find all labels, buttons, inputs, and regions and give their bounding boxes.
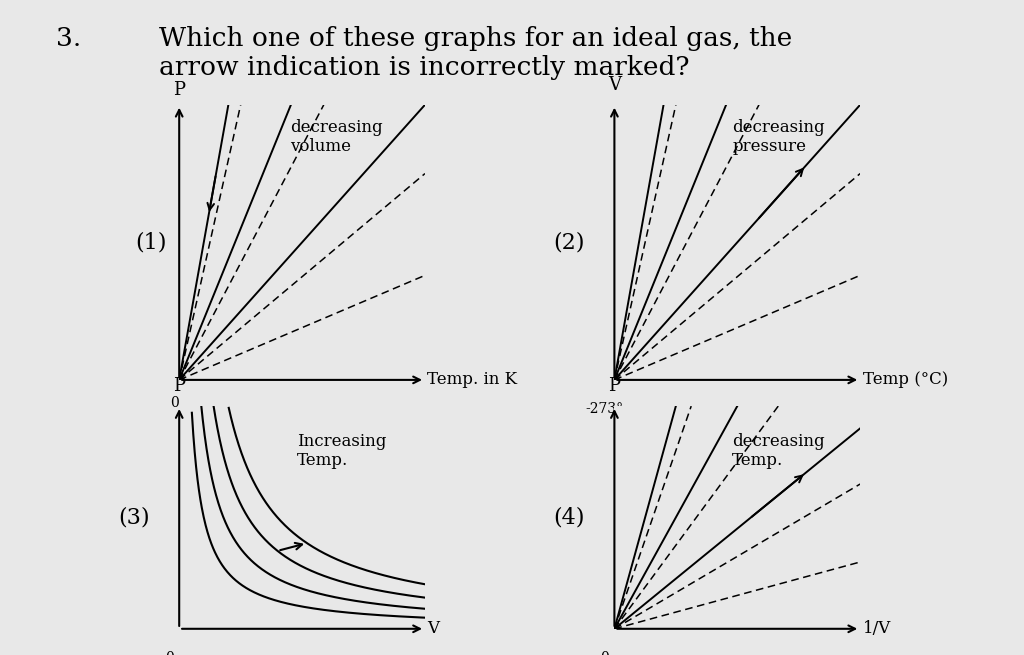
Text: V: V bbox=[427, 620, 439, 637]
Text: 0: 0 bbox=[170, 396, 178, 411]
Text: Temp (°C): Temp (°C) bbox=[862, 371, 948, 388]
Text: Which one of these graphs for an ideal gas, the
arrow indication is incorrectly : Which one of these graphs for an ideal g… bbox=[159, 26, 792, 80]
Text: decreasing
Temp.: decreasing Temp. bbox=[732, 433, 825, 470]
Text: P: P bbox=[608, 377, 621, 395]
Text: (2): (2) bbox=[553, 231, 585, 253]
Text: 1/V: 1/V bbox=[862, 620, 891, 637]
Text: (1): (1) bbox=[135, 231, 167, 253]
Text: decreasing
volume: decreasing volume bbox=[290, 119, 382, 155]
Text: 3.: 3. bbox=[56, 26, 82, 51]
Text: -273°: -273° bbox=[586, 402, 624, 416]
Text: (4): (4) bbox=[553, 506, 585, 529]
Text: P: P bbox=[173, 377, 185, 395]
Text: Increasing
Temp.: Increasing Temp. bbox=[297, 433, 386, 470]
Text: (3): (3) bbox=[118, 506, 150, 529]
Text: 0: 0 bbox=[600, 651, 609, 655]
Text: Temp. in K: Temp. in K bbox=[427, 371, 517, 388]
Text: decreasing
pressure: decreasing pressure bbox=[732, 119, 825, 155]
Text: V: V bbox=[608, 76, 621, 94]
Text: P: P bbox=[173, 81, 185, 100]
Text: 0: 0 bbox=[165, 651, 174, 655]
